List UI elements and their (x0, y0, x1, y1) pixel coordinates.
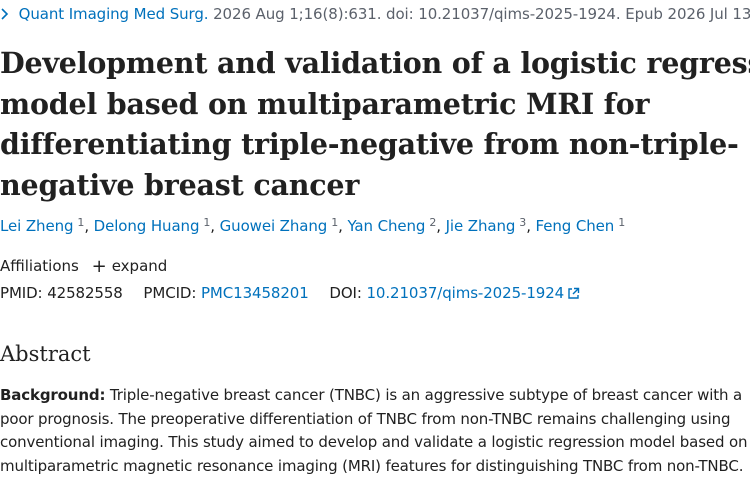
affiliation-number[interactable]: 1 (77, 216, 85, 229)
external-link-icon[interactable] (567, 286, 580, 304)
pmid-value: 42582558 (47, 284, 123, 302)
affiliations-label: Affiliations (0, 257, 79, 275)
title-line: negative breast cancer (0, 167, 360, 202)
affiliations-row: Affiliations + expand (0, 256, 167, 277)
chevron-right-icon[interactable] (0, 5, 14, 23)
title-line: model based on multiparametric MRI for (0, 86, 650, 121)
affiliation-number[interactable]: 3 (519, 216, 527, 229)
author-link[interactable]: Guowei Zhang (219, 217, 328, 235)
author-link[interactable]: Delong Huang (93, 217, 200, 235)
affiliation-number[interactable]: 2 (429, 216, 437, 229)
pmcid-link[interactable]: PMC13458201 (200, 284, 309, 302)
author-link[interactable]: Feng Chen (535, 217, 615, 235)
expand-affiliations-button[interactable]: + expand (91, 256, 168, 277)
affiliation-number[interactable]: 1 (618, 216, 626, 229)
abstract-line: Background: Triple-negative breast cance… (0, 384, 750, 408)
author-link[interactable]: Jie Zhang (445, 217, 516, 235)
abstract-line: poor prognosis. The preoperative differe… (0, 409, 731, 428)
abstract-heading: Abstract (0, 342, 91, 366)
journal-link[interactable]: Quant Imaging Med Surg. (18, 5, 209, 23)
author-link[interactable]: Yan Cheng (347, 217, 426, 235)
identifiers-row: PMID: 42582558 PMCID: PMC13458201 DOI: 1… (0, 284, 580, 304)
expand-label: expand (111, 257, 168, 275)
title-line: Development and validation of a logistic… (0, 46, 750, 80)
pmid-label: PMID: (0, 284, 43, 302)
abstract-text: Triple-negative breast cancer (TNBC) is … (105, 386, 743, 404)
pmcid-label: PMCID: (143, 284, 197, 302)
article-title: Development and validation of a logistic… (0, 43, 750, 205)
author-list: Lei Zheng 1, Delong Huang 1, Guowei Zhang 1… (0, 216, 626, 235)
background-label: Background: (0, 386, 106, 404)
citation-details: 2026 Aug 1;16(8):631. doi: 10.21037/qims… (213, 5, 750, 23)
abstract-body: Background: Triple-negative breast cance… (0, 384, 750, 478)
abstract-line: conventional imaging. This study aimed t… (0, 433, 748, 451)
author-item: Delong Huang 1 (93, 216, 211, 235)
author-item: Guowei Zhang 1 (219, 216, 339, 235)
plus-icon: + (91, 256, 107, 277)
citation-line: Quant Imaging Med Surg. 2026 Aug 1;16(8)… (0, 5, 750, 23)
author-item: Lei Zheng 1 (0, 216, 85, 235)
doi-link[interactable]: 10.21037/qims-2025-1924 (366, 284, 565, 302)
abstract-line: multiparametric magnetic resonance imagi… (0, 456, 744, 475)
author-item: Jie Zhang 3 (445, 216, 527, 235)
doi-label: DOI: (329, 284, 362, 302)
affiliation-number[interactable]: 1 (331, 216, 339, 229)
title-line: differentiating triple-negative from non… (0, 127, 739, 161)
author-item: Feng Chen 1 (535, 216, 626, 235)
affiliation-number[interactable]: 1 (203, 216, 211, 229)
author-link[interactable]: Lei Zheng (0, 217, 74, 235)
author-item: Yan Cheng 2 (347, 216, 437, 235)
